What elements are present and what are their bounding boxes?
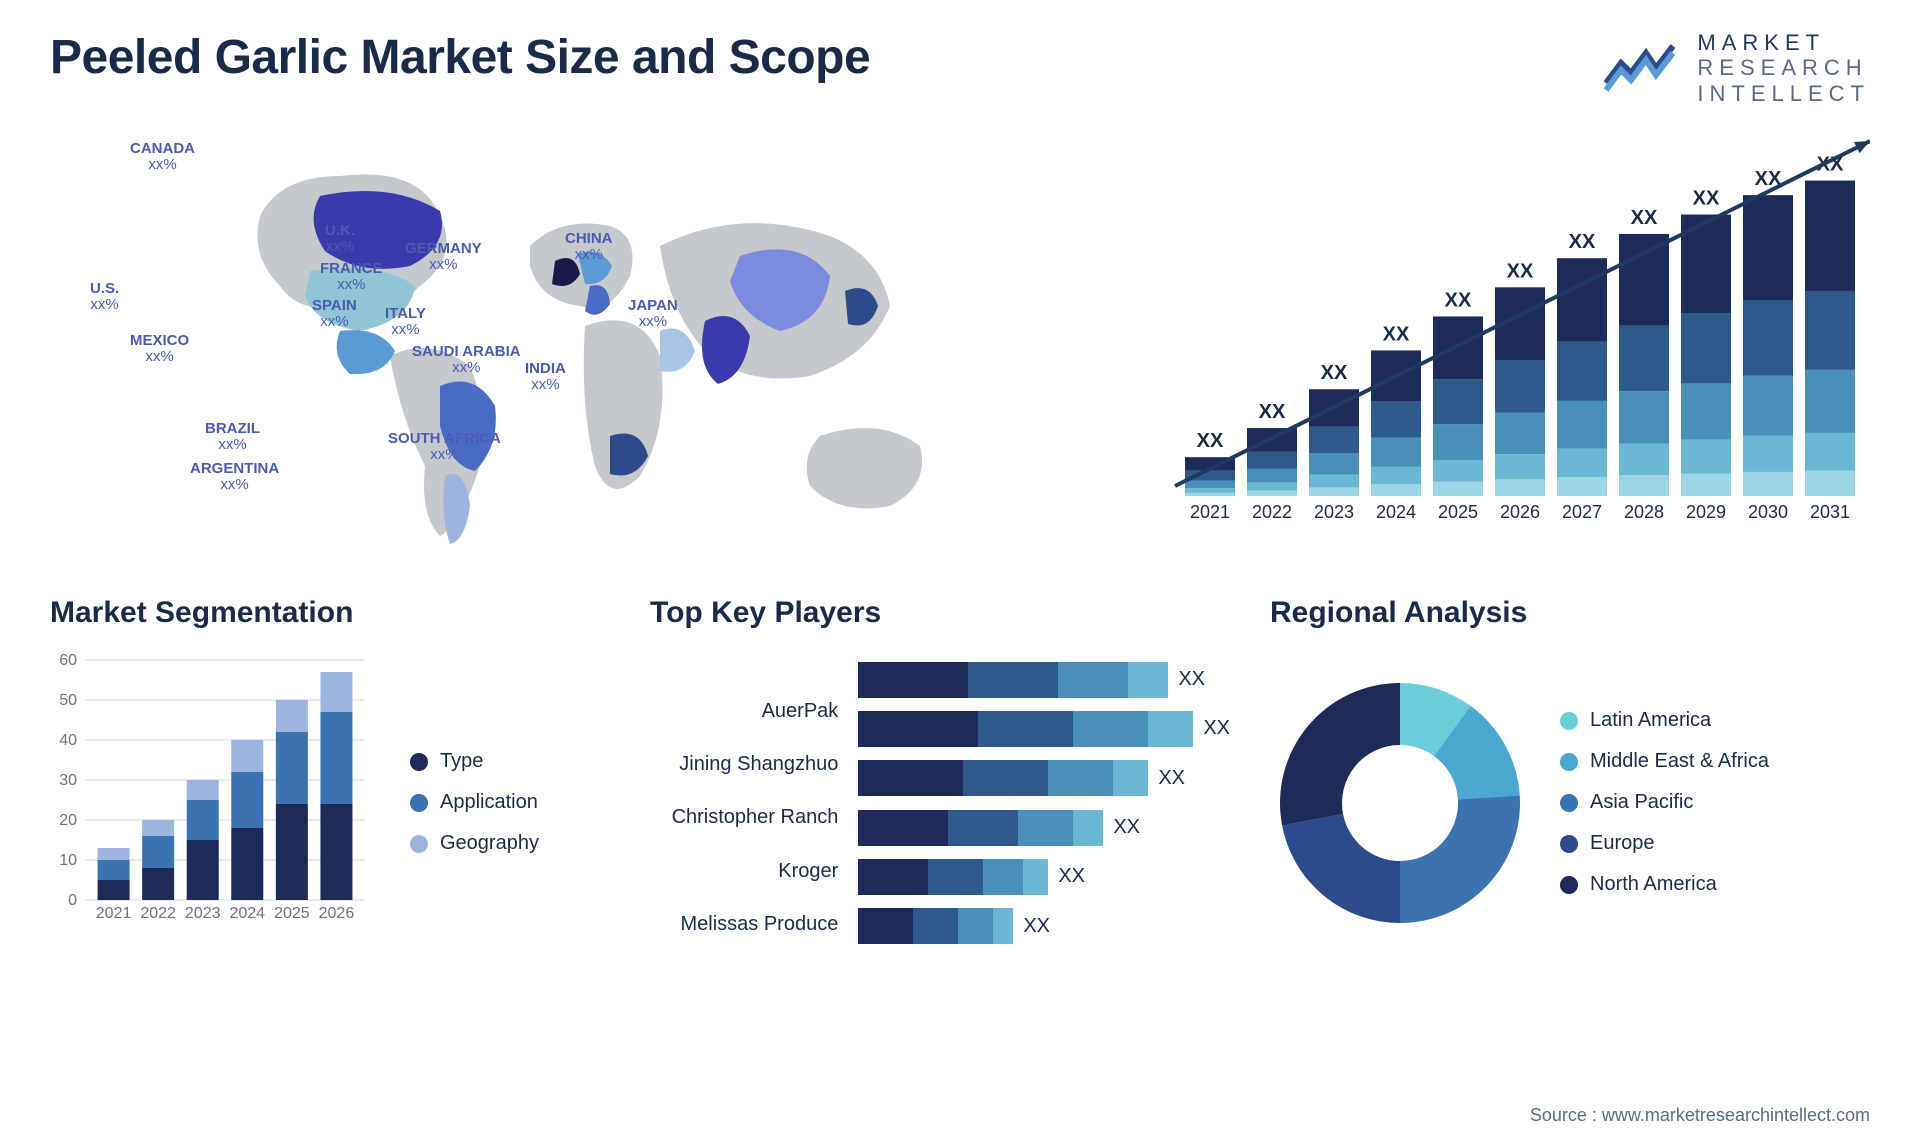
player-value: XX xyxy=(1058,865,1085,888)
brand-logo: MARKET RESEARCH INTELLECT xyxy=(1601,30,1870,106)
svg-text:2026: 2026 xyxy=(319,905,355,922)
svg-text:XX: XX xyxy=(1631,207,1658,229)
player-bar-row: XX xyxy=(858,810,1230,846)
player-label: Christopher Ranch xyxy=(650,806,838,829)
svg-text:0: 0 xyxy=(68,892,77,909)
world-map-panel: CANADAxx% U.S.xx% MEXICOxx% BRAZILxx% ARGENT… xyxy=(50,126,1130,556)
seg-legend-item: Geography xyxy=(410,832,539,855)
player-bar-row: XX xyxy=(858,711,1230,747)
player-label: Jining Shangzhuo xyxy=(650,753,838,776)
map-label-india: INDIAxx% xyxy=(525,361,566,394)
map-label-france: FRANCExx% xyxy=(320,261,383,294)
player-label: Melissas Produce xyxy=(650,913,838,936)
svg-text:2028: 2028 xyxy=(1624,502,1664,522)
player-bar-row: XX xyxy=(858,859,1230,895)
region-legend-item: Asia Pacific xyxy=(1560,791,1769,814)
region-legend-item: North America xyxy=(1560,873,1769,896)
svg-text:XX: XX xyxy=(1445,289,1472,311)
player-bar-row: XX xyxy=(858,908,1230,944)
svg-text:2026: 2026 xyxy=(1500,502,1540,522)
player-label: AuerPak xyxy=(650,700,838,723)
regional-panel: Regional Analysis Latin America Middle Ea… xyxy=(1270,596,1830,956)
svg-text:XX: XX xyxy=(1693,187,1720,209)
map-label-germany: GERMANYxx% xyxy=(405,241,482,274)
svg-text:2022: 2022 xyxy=(140,905,176,922)
segmentation-panel: Market Segmentation 0 10 20 30 40 50 60 2021 202… xyxy=(50,596,610,956)
map-label-uk: U.K.xx% xyxy=(325,223,355,256)
map-label-brazil: BRAZILxx% xyxy=(205,421,260,454)
svg-text:10: 10 xyxy=(59,852,77,869)
segmentation-chart: 0 10 20 30 40 50 60 2021 2022 2023 2024 2025 2026 xyxy=(50,650,380,930)
svg-text:30: 30 xyxy=(59,772,77,789)
svg-text:2025: 2025 xyxy=(274,905,310,922)
svg-text:XX: XX xyxy=(1507,260,1534,282)
map-label-japan: JAPANxx% xyxy=(628,298,678,331)
map-label-spain: SPAINxx% xyxy=(312,298,357,331)
regional-title: Regional Analysis xyxy=(1270,596,1830,630)
player-value: XX xyxy=(1113,816,1140,839)
svg-text:2021: 2021 xyxy=(1190,502,1230,522)
svg-text:2031: 2031 xyxy=(1810,502,1850,522)
growth-chart: 2021 XX 2022 XX 2023 XX 2024 XX 2025 XX 2026 XX 2027… xyxy=(1170,126,1870,556)
region-legend-item: Latin America xyxy=(1560,709,1769,732)
map-label-argentina: ARGENTINAxx% xyxy=(190,461,279,494)
svg-text:2030: 2030 xyxy=(1748,502,1788,522)
map-label-canada: CANADAxx% xyxy=(130,141,195,174)
svg-text:2021: 2021 xyxy=(96,905,132,922)
players-title: Top Key Players xyxy=(650,596,1230,630)
svg-text:20: 20 xyxy=(59,812,77,829)
map-label-italy: ITALYxx% xyxy=(385,306,426,339)
svg-text:XX: XX xyxy=(1259,401,1286,423)
player-bar-row: XX xyxy=(858,662,1230,698)
regional-donut-chart xyxy=(1270,673,1530,933)
player-label: Kroger xyxy=(650,860,838,883)
logo-line2: RESEARCH xyxy=(1697,55,1870,80)
logo-mark-icon xyxy=(1601,38,1681,98)
svg-text:2027: 2027 xyxy=(1562,502,1602,522)
svg-text:2024: 2024 xyxy=(229,905,265,922)
svg-text:2023: 2023 xyxy=(185,905,221,922)
map-label-mexico: MEXICOxx% xyxy=(130,333,189,366)
logo-line3: INTELLECT xyxy=(1697,81,1870,106)
segmentation-title: Market Segmentation xyxy=(50,596,610,630)
logo-line1: MARKET xyxy=(1697,30,1870,55)
seg-legend-item: Application xyxy=(410,791,539,814)
map-label-us: U.S.xx% xyxy=(90,281,119,314)
svg-text:2025: 2025 xyxy=(1438,502,1478,522)
player-value: XX xyxy=(1158,767,1185,790)
page-title: Peeled Garlic Market Size and Scope xyxy=(50,30,870,85)
svg-text:60: 60 xyxy=(59,652,77,669)
player-value: XX xyxy=(1178,668,1205,691)
map-label-china: CHINAxx% xyxy=(565,231,613,264)
regional-legend: Latin America Middle East & Africa Asia Pa… xyxy=(1560,709,1769,896)
segmentation-legend: Type Application Geography xyxy=(410,650,539,956)
source-attribution: Source : www.marketresearchintellect.com xyxy=(1530,1105,1870,1126)
region-legend-item: Middle East & Africa xyxy=(1560,750,1769,773)
svg-text:50: 50 xyxy=(59,692,77,709)
player-value: XX xyxy=(1203,717,1230,740)
svg-text:XX: XX xyxy=(1197,430,1224,452)
player-value: XX xyxy=(1023,915,1050,938)
svg-text:XX: XX xyxy=(1383,323,1410,345)
region-legend-item: Europe xyxy=(1560,832,1769,855)
svg-text:40: 40 xyxy=(59,732,77,749)
svg-text:XX: XX xyxy=(1569,231,1596,253)
svg-text:2023: 2023 xyxy=(1314,502,1354,522)
map-label-saudiarabia: SAUDI ARABIAxx% xyxy=(412,344,521,377)
player-bar-row: XX xyxy=(858,760,1230,796)
svg-text:2024: 2024 xyxy=(1376,502,1416,522)
players-panel: Top Key Players AuerPak Jining Shangzhuo C… xyxy=(650,596,1230,956)
svg-text:2022: 2022 xyxy=(1252,502,1292,522)
svg-text:XX: XX xyxy=(1321,362,1348,384)
seg-legend-item: Type xyxy=(410,750,539,773)
map-label-southafrica: SOUTH AFRICAxx% xyxy=(388,431,501,464)
svg-text:2029: 2029 xyxy=(1686,502,1726,522)
